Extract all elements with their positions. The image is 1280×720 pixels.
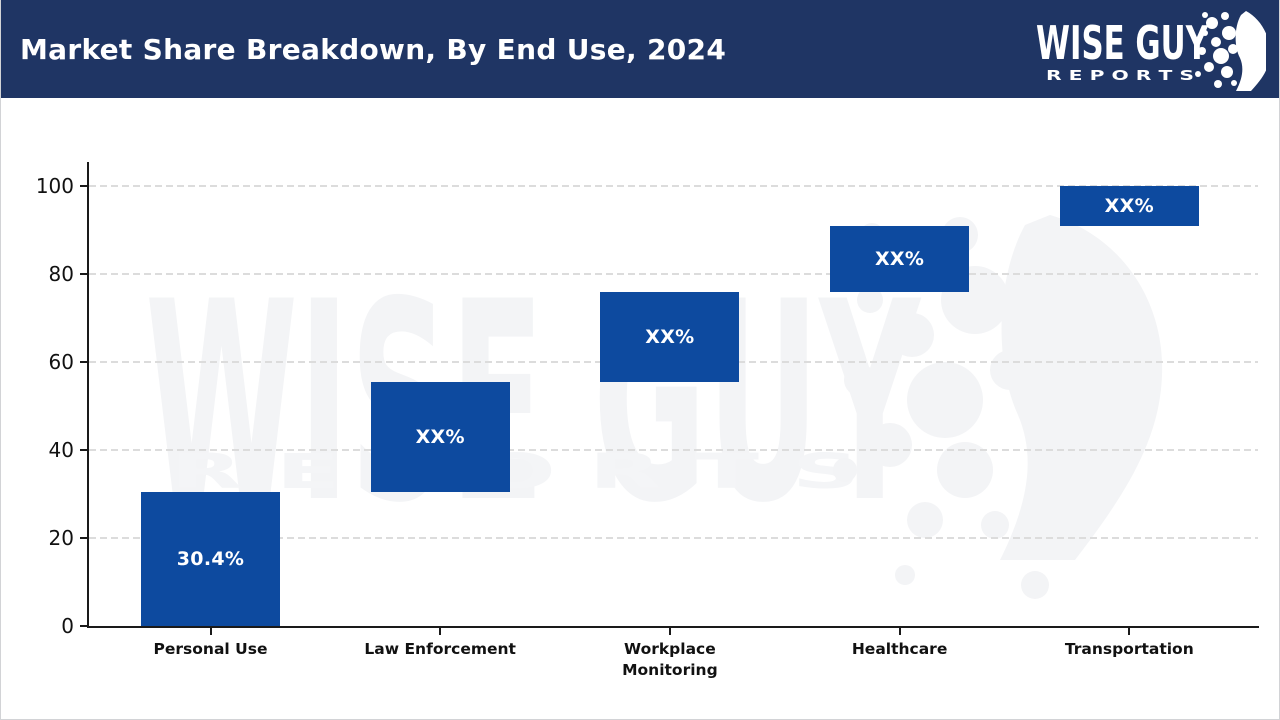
wise-guy-reports-logo: WISE GUY R E P O R T S [1036, 11, 1266, 91]
x-axis-tick [1128, 628, 1131, 635]
y-axis-tick [80, 449, 87, 451]
gridline [89, 273, 1258, 275]
gridline [89, 537, 1258, 539]
x-category-label: Transportation [1064, 640, 1194, 658]
page-title: Market Share Breakdown, By End Use, 2024 [20, 32, 727, 66]
header-bar: Market Share Breakdown, By End Use, 2024… [0, 0, 1280, 98]
x-axis-tick [439, 628, 442, 635]
waterfall-bar: XX% [1059, 186, 1199, 227]
x-category-label: Law Enforcement [364, 640, 516, 658]
waterfall-bar: XX% [600, 292, 740, 382]
y-axis-tick [80, 625, 87, 627]
y-tick-label: 40 [48, 438, 74, 462]
watermark-tagline: R E P O R T S [170, 444, 860, 500]
x-category-label: Personal Use [153, 640, 268, 658]
logo-tagline: R E P O R T S [1046, 69, 1194, 84]
y-tick-label: 0 [61, 614, 74, 638]
y-tick-label: 80 [48, 262, 74, 286]
waterfall-bar: XX% [830, 226, 970, 293]
x-axis-line [87, 626, 1259, 628]
y-tick-label: 60 [48, 350, 74, 374]
y-tick-label: 100 [35, 174, 74, 198]
gridline [89, 449, 1258, 451]
x-category-label: Healthcare [851, 640, 948, 658]
bar-value-label: XX% [415, 426, 465, 449]
y-axis-tick [80, 273, 87, 275]
x-axis-tick [898, 628, 901, 635]
y-axis-line [87, 162, 89, 628]
y-tick-label: 20 [48, 526, 74, 550]
bar-value-label: 30.4% [176, 548, 245, 571]
waterfall-bar: XX% [370, 381, 510, 493]
y-axis-tick [80, 361, 87, 363]
logo-wordmark: WISE GUY [1036, 16, 1208, 70]
x-axis-tick [209, 628, 212, 635]
bar-value-label: XX% [1104, 195, 1154, 218]
x-category-label: Workplace Monitoring [622, 640, 718, 679]
logo-head-icon [1195, 11, 1266, 91]
y-axis-tick [80, 537, 87, 539]
x-axis-tick [668, 628, 671, 635]
y-axis-tick [80, 185, 87, 187]
bar-value-label: XX% [874, 248, 925, 271]
watermark-head-icon [833, 215, 1163, 599]
gridline [89, 185, 1258, 187]
waterfall-bar: 30.4% [141, 492, 280, 626]
bar-value-label: XX% [645, 326, 695, 349]
